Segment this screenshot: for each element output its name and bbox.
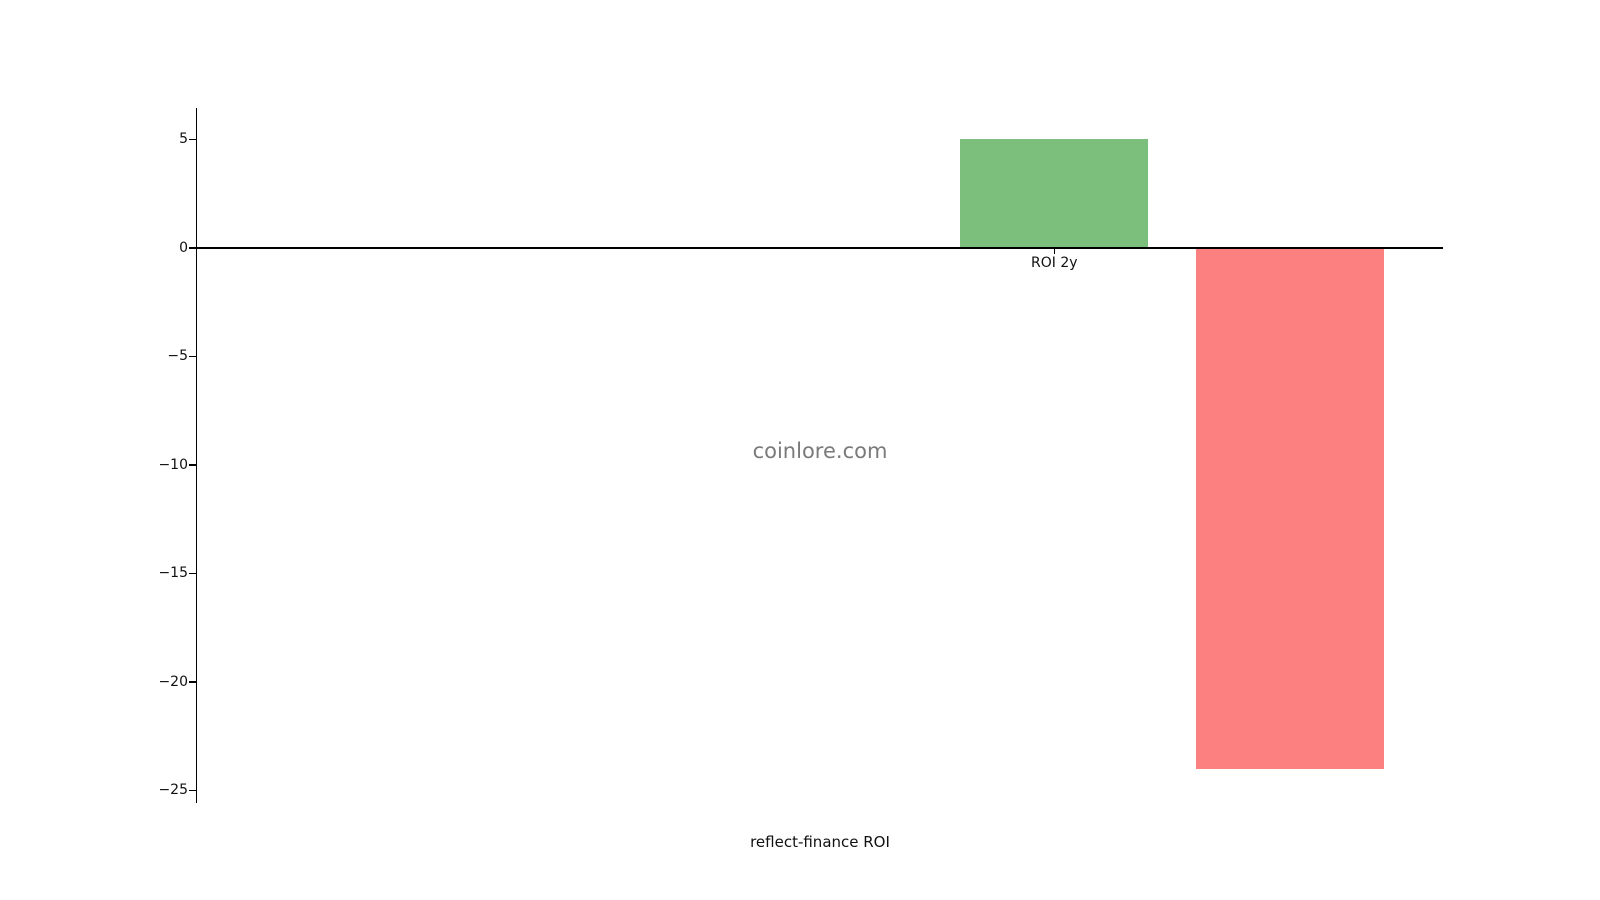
y-tick-mark xyxy=(189,681,196,683)
y-tick-label: −10 xyxy=(158,456,188,473)
y-tick-label: −15 xyxy=(158,565,188,582)
y-tick-label: −25 xyxy=(158,782,188,799)
y-axis-line xyxy=(196,108,198,803)
y-tick-mark xyxy=(189,464,196,466)
y-tick-label: 5 xyxy=(179,131,188,148)
watermark-text: coinlore.com xyxy=(752,439,888,463)
y-tick-mark xyxy=(189,789,196,792)
bar-negative xyxy=(1196,247,1385,769)
y-tick-mark xyxy=(189,247,196,249)
y-tick-mark xyxy=(189,138,196,141)
y-tick-label: 0 xyxy=(179,239,188,256)
y-tick-label: −5 xyxy=(167,348,188,365)
x-tick-mark xyxy=(1053,247,1055,254)
x-axis-zero-line xyxy=(196,247,1443,249)
y-tick-label: −20 xyxy=(158,673,188,690)
y-tick-mark xyxy=(189,355,196,358)
chart-x-axis-title: reflect-finance ROI xyxy=(750,833,890,851)
y-tick-mark xyxy=(189,572,196,575)
x-tick-label: ROI 2y xyxy=(1031,254,1078,271)
bar-roi-2y xyxy=(960,139,1149,248)
